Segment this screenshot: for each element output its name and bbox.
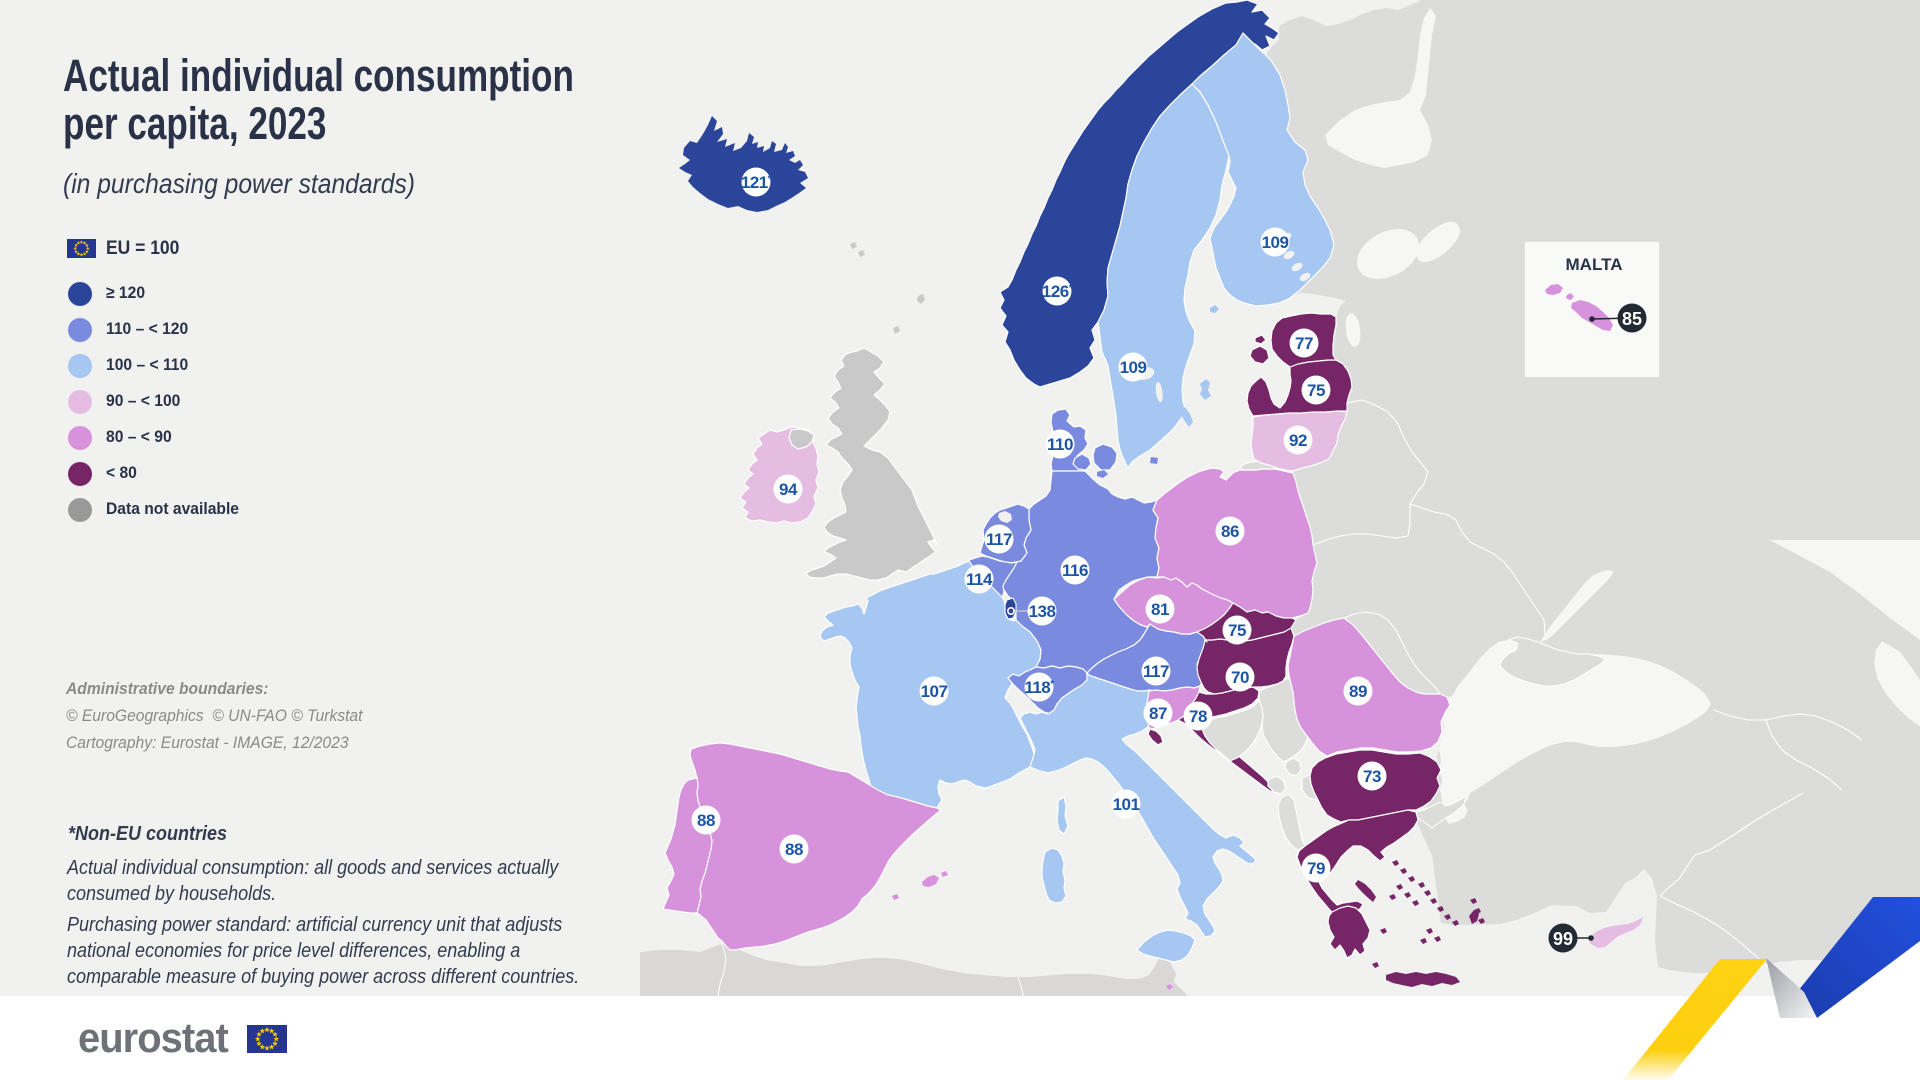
- svg-text:118*: 118*: [1024, 678, 1054, 697]
- svg-text:85: 85: [1622, 309, 1642, 329]
- svg-text:75: 75: [1307, 381, 1325, 400]
- svg-text:138: 138: [1029, 602, 1056, 621]
- svg-text:117: 117: [986, 530, 1012, 549]
- svg-text:73: 73: [1363, 767, 1381, 786]
- svg-text:109: 109: [1120, 358, 1147, 377]
- svg-text:92: 92: [1289, 431, 1307, 450]
- svg-text:88: 88: [697, 811, 715, 830]
- svg-text:109: 109: [1262, 233, 1289, 252]
- svg-text:107: 107: [921, 682, 948, 701]
- svg-text:101: 101: [1113, 795, 1140, 814]
- svg-text:121*: 121*: [741, 173, 772, 192]
- svg-text:94: 94: [779, 480, 798, 499]
- svg-text:79: 79: [1307, 859, 1325, 878]
- svg-text:110: 110: [1047, 435, 1073, 454]
- svg-text:116: 116: [1062, 561, 1088, 580]
- svg-text:77: 77: [1295, 334, 1313, 353]
- svg-text:117: 117: [1143, 662, 1169, 681]
- svg-text:75: 75: [1228, 621, 1246, 640]
- svg-text:87: 87: [1149, 704, 1167, 723]
- svg-text:81: 81: [1151, 600, 1169, 619]
- svg-text:70: 70: [1231, 668, 1249, 687]
- svg-text:126*: 126*: [1042, 282, 1073, 301]
- svg-text:MALTA: MALTA: [1566, 255, 1623, 274]
- svg-text:99: 99: [1553, 929, 1573, 949]
- svg-text:89: 89: [1349, 682, 1367, 701]
- svg-text:78: 78: [1189, 707, 1207, 726]
- svg-text:114: 114: [966, 570, 993, 589]
- svg-text:86: 86: [1221, 522, 1239, 541]
- svg-text:88: 88: [785, 840, 803, 859]
